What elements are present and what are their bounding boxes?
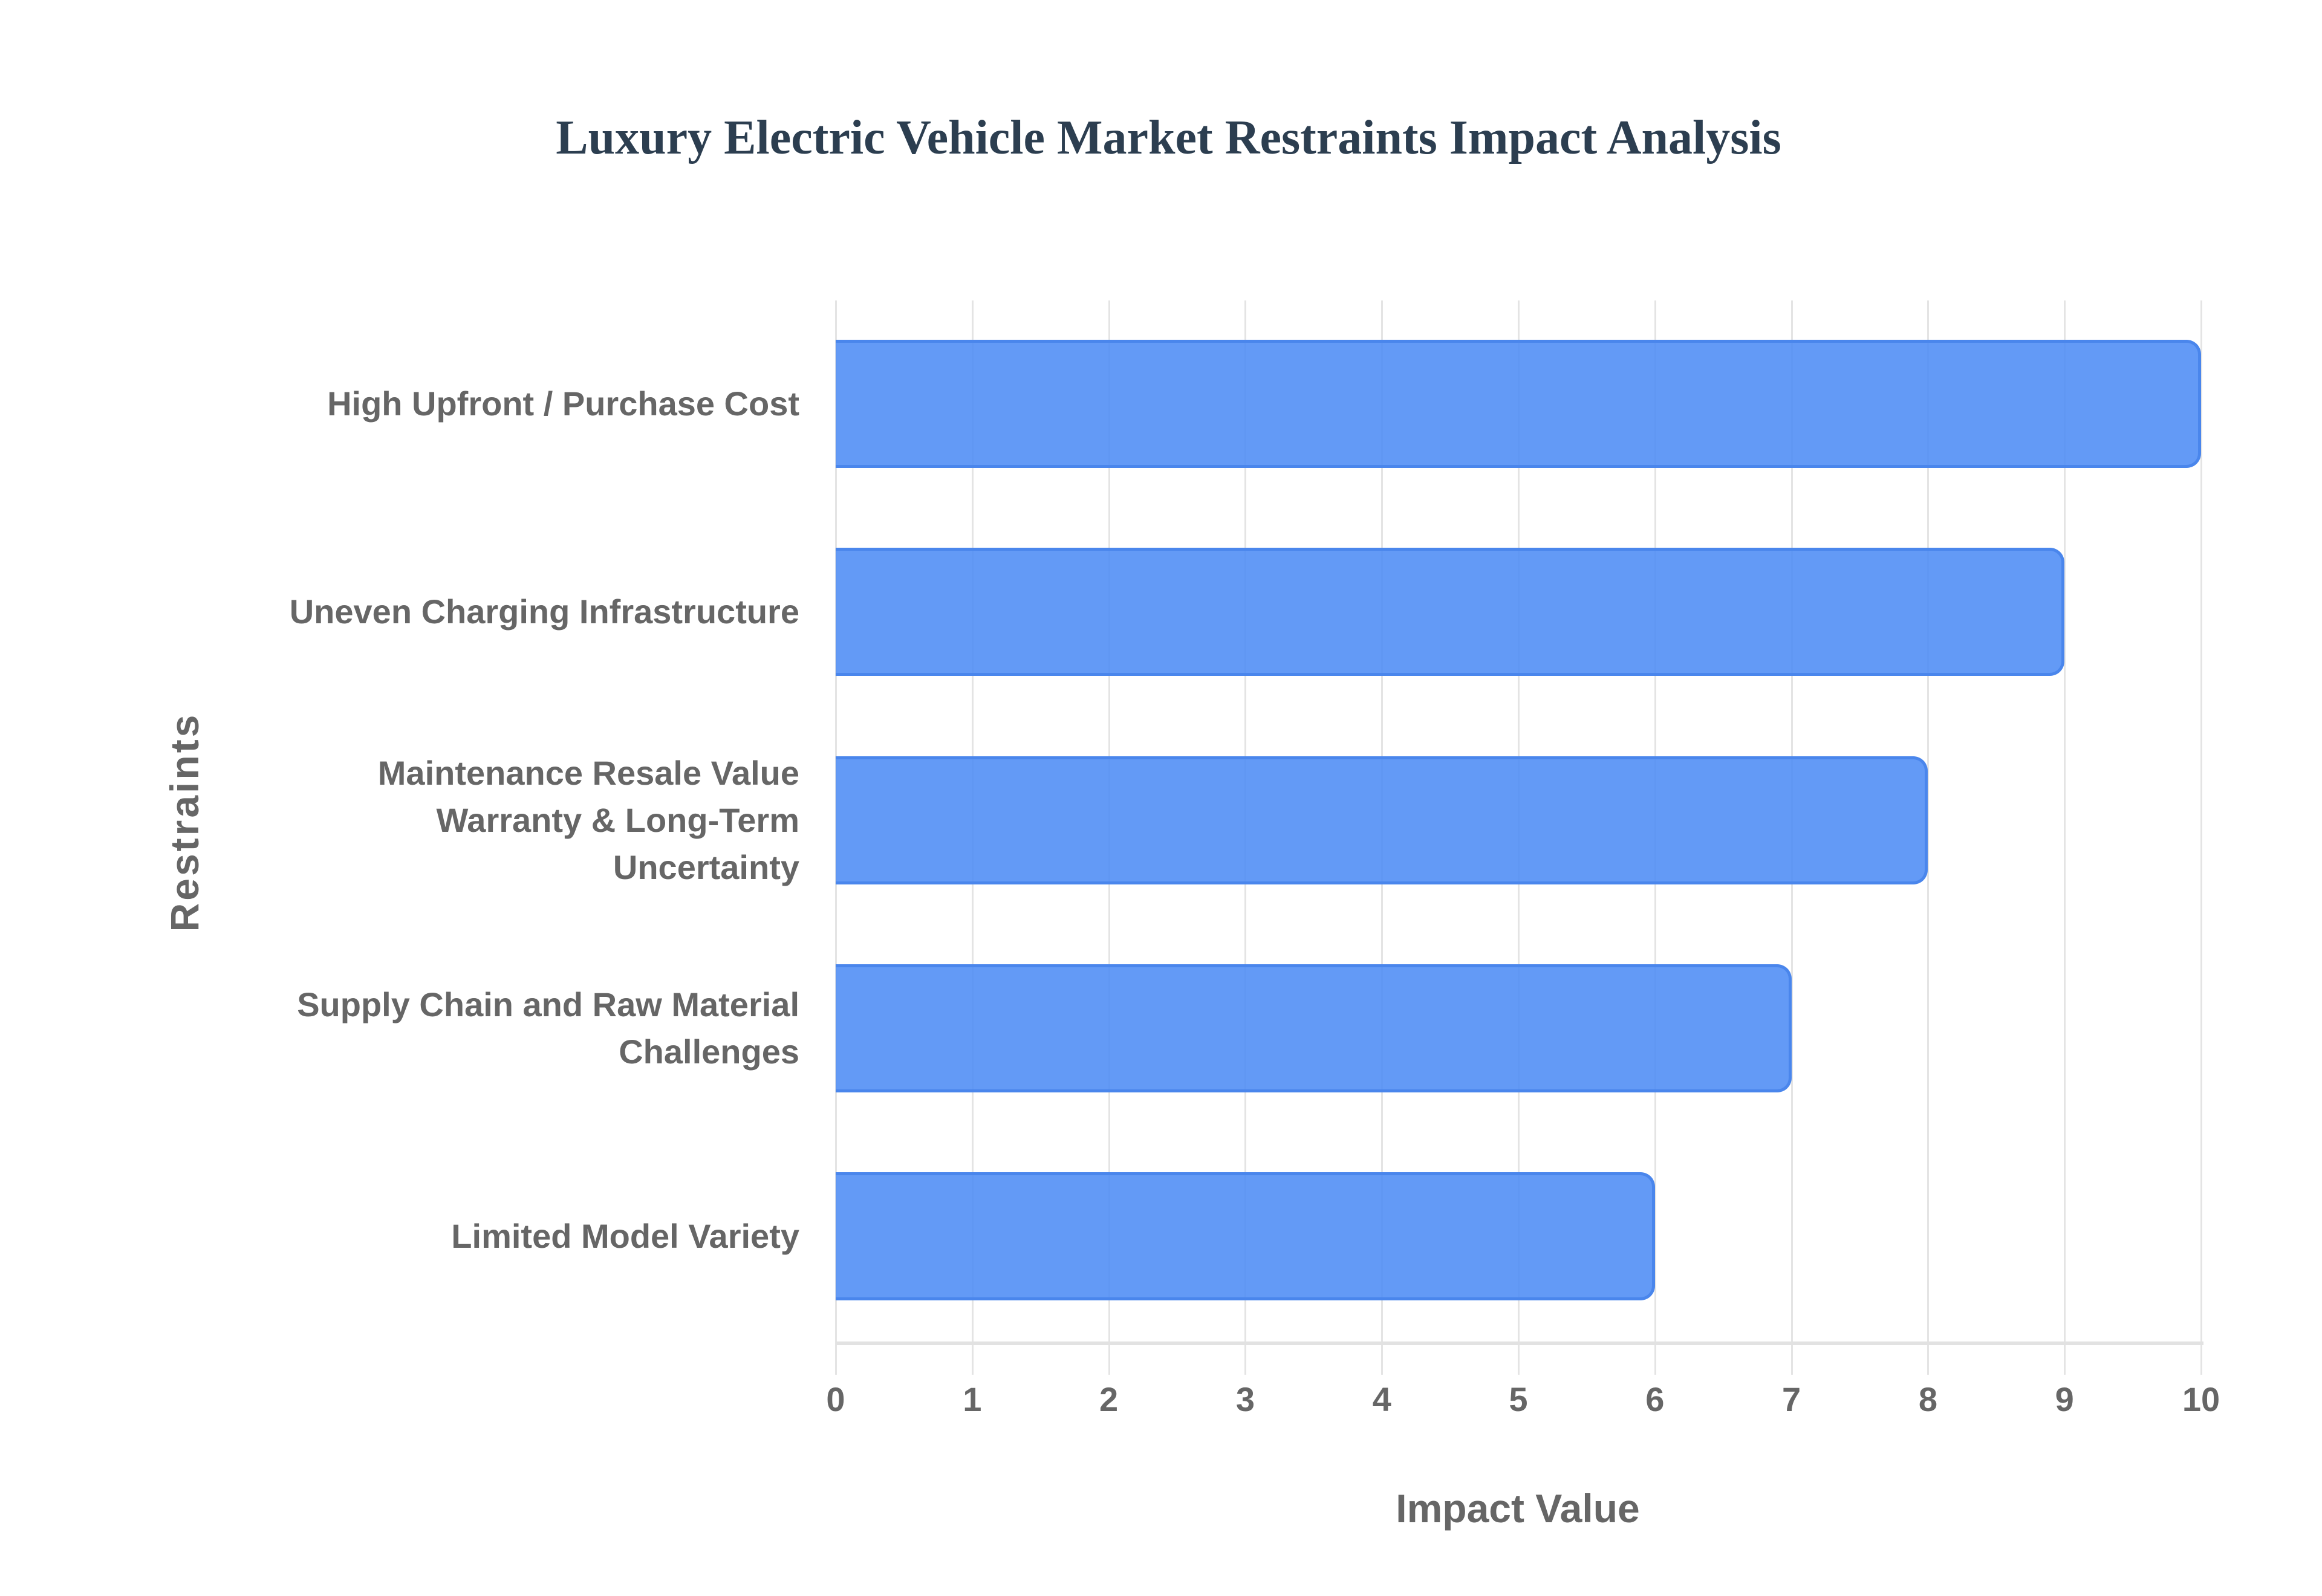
category-label: Maintenance Resale Value Warranty & Long… xyxy=(134,750,799,891)
category-label: High Upfront / Purchase Cost xyxy=(134,380,799,427)
x-tick-label: 7 xyxy=(1782,1380,1801,1418)
y-axis-title: Restraints xyxy=(162,712,207,932)
x-tick-label: 6 xyxy=(1645,1380,1665,1418)
chart-title: Luxury Electric Vehicle Market Restraint… xyxy=(556,111,1781,164)
x-tick-label: 10 xyxy=(2182,1380,2220,1418)
category-label-line: Limited Model Variety xyxy=(451,1217,799,1255)
x-tick-label: 2 xyxy=(1099,1380,1119,1418)
category-label: Supply Chain and Raw Material Challenges xyxy=(134,981,799,1075)
category-label-line: High Upfront / Purchase Cost xyxy=(327,384,799,423)
x-axis-line xyxy=(836,1341,2203,1345)
category-label-line: Uneven Charging Infrastructure xyxy=(289,592,799,631)
bar-limited-model-variety[interactable] xyxy=(836,1172,1655,1300)
category-label-line: Challenges xyxy=(619,1033,799,1071)
x-tick-label: 9 xyxy=(2055,1380,2074,1418)
category-label-line: Supply Chain and Raw Material xyxy=(297,985,799,1023)
x-tick-label: 4 xyxy=(1372,1380,1391,1418)
x-tick-label: 8 xyxy=(1918,1380,1937,1418)
category-label: Uneven Charging Infrastructure xyxy=(134,588,799,635)
bar-maintenance-resale-warranty[interactable] xyxy=(836,756,1928,884)
bar-supply-chain-raw-material[interactable] xyxy=(836,964,1792,1092)
x-tick-label: 0 xyxy=(826,1380,845,1418)
gridline xyxy=(1927,300,1930,1375)
x-tick-label: 3 xyxy=(1235,1380,1255,1418)
bar-high-upfront-cost[interactable] xyxy=(836,340,2201,468)
category-label-line: Warranty & Long-Term xyxy=(436,801,799,839)
category-label-line: Uncertainty xyxy=(613,848,799,886)
x-tick-label: 1 xyxy=(963,1380,982,1418)
category-label: Limited Model Variety xyxy=(134,1213,799,1260)
x-axis-title: Impact Value xyxy=(1396,1486,1640,1531)
gridline xyxy=(2200,300,2202,1375)
gridline xyxy=(2064,300,2066,1375)
bar-uneven-charging-infrastructure[interactable] xyxy=(836,548,2065,676)
category-label-line: Maintenance Resale Value xyxy=(377,754,799,792)
x-tick-label: 5 xyxy=(1509,1380,1528,1418)
